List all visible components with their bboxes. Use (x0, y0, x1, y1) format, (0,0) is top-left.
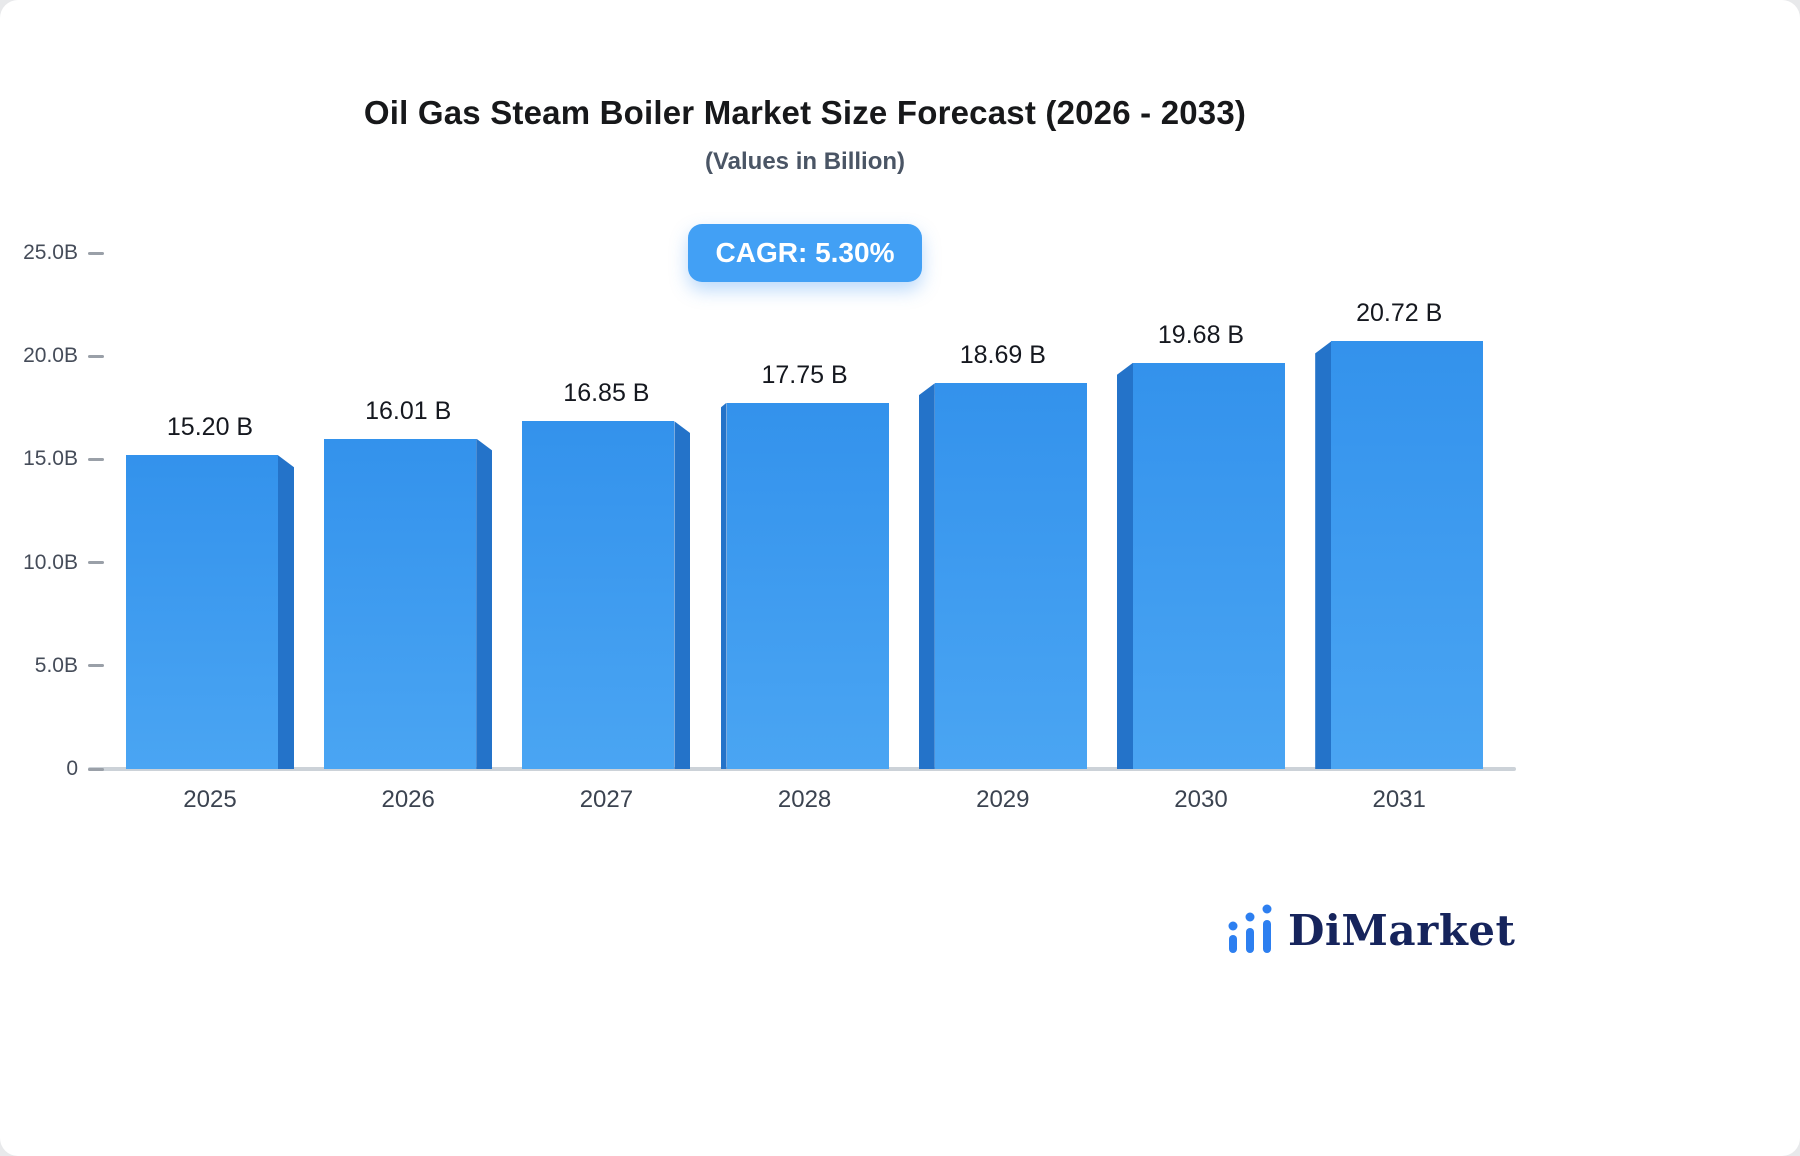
bar-value-label: 16.01 B (365, 396, 452, 425)
bar (126, 455, 278, 769)
bar-side-face (720, 402, 727, 769)
x-axis-label: 2029 (976, 786, 1030, 813)
y-axis-tick-label: 20.0B (23, 344, 78, 368)
x-axis-label: 2028 (777, 786, 832, 813)
y-axis-tick-mark (88, 457, 104, 461)
bar (522, 421, 675, 769)
cagr-badge-row: CAGR: 5.30% (0, 224, 1610, 282)
bar-value-label: 16.85 B (563, 379, 650, 408)
y-axis-tick-label: 5.0B (34, 653, 78, 677)
bar-side-face (674, 421, 691, 769)
x-axis-label: 2026 (381, 786, 435, 813)
y-axis-tick-label: 15.0B (23, 447, 78, 471)
bar (1133, 362, 1285, 769)
x-axis-line (88, 767, 1516, 771)
y-axis-tick-label: 25.0B (23, 241, 78, 264)
bar-side-face (1315, 341, 1332, 769)
y-axis-tick-mark (88, 561, 104, 565)
y-axis-tick-mark (88, 251, 104, 255)
bar (1331, 341, 1484, 769)
bar-value-label: 19.68 B (1157, 320, 1245, 349)
bar-value-label: 17.75 B (761, 360, 848, 389)
cagr-badge: CAGR: 5.30% (687, 224, 923, 282)
chart-title: Oil Gas Steam Boiler Market Size Forecas… (363, 94, 1247, 131)
bar-side-face (278, 455, 294, 769)
bar-side-face (1117, 362, 1133, 769)
x-axis-label: 2025 (183, 786, 237, 813)
logo-text: DiMarket (1288, 905, 1516, 955)
x-axis-label: 2030 (1174, 786, 1228, 813)
bar-value-label: 20.72 B (1356, 299, 1443, 328)
chart-subtitle: (Values in Billion) (704, 148, 906, 175)
y-axis-tick-mark (88, 767, 104, 771)
bar-side-face (918, 383, 935, 769)
y-axis-tick-label: 0 (66, 757, 78, 780)
bar-value-label: 18.69 B (959, 341, 1046, 370)
bar (324, 438, 477, 769)
bar (934, 383, 1087, 769)
bar (726, 402, 889, 769)
bar-chart-icon (1228, 904, 1272, 953)
y-axis-tick-mark (88, 664, 104, 668)
bar-side-face (476, 438, 493, 769)
dimarket-logo: DiMarket (1226, 904, 1515, 956)
x-axis-label: 2027 (579, 786, 634, 813)
bar-value-label: 15.20 B (166, 413, 254, 442)
x-axis-label: 2031 (1372, 786, 1426, 813)
y-axis-tick-mark (88, 354, 104, 358)
y-axis-tick-label: 10.0B (23, 550, 78, 574)
